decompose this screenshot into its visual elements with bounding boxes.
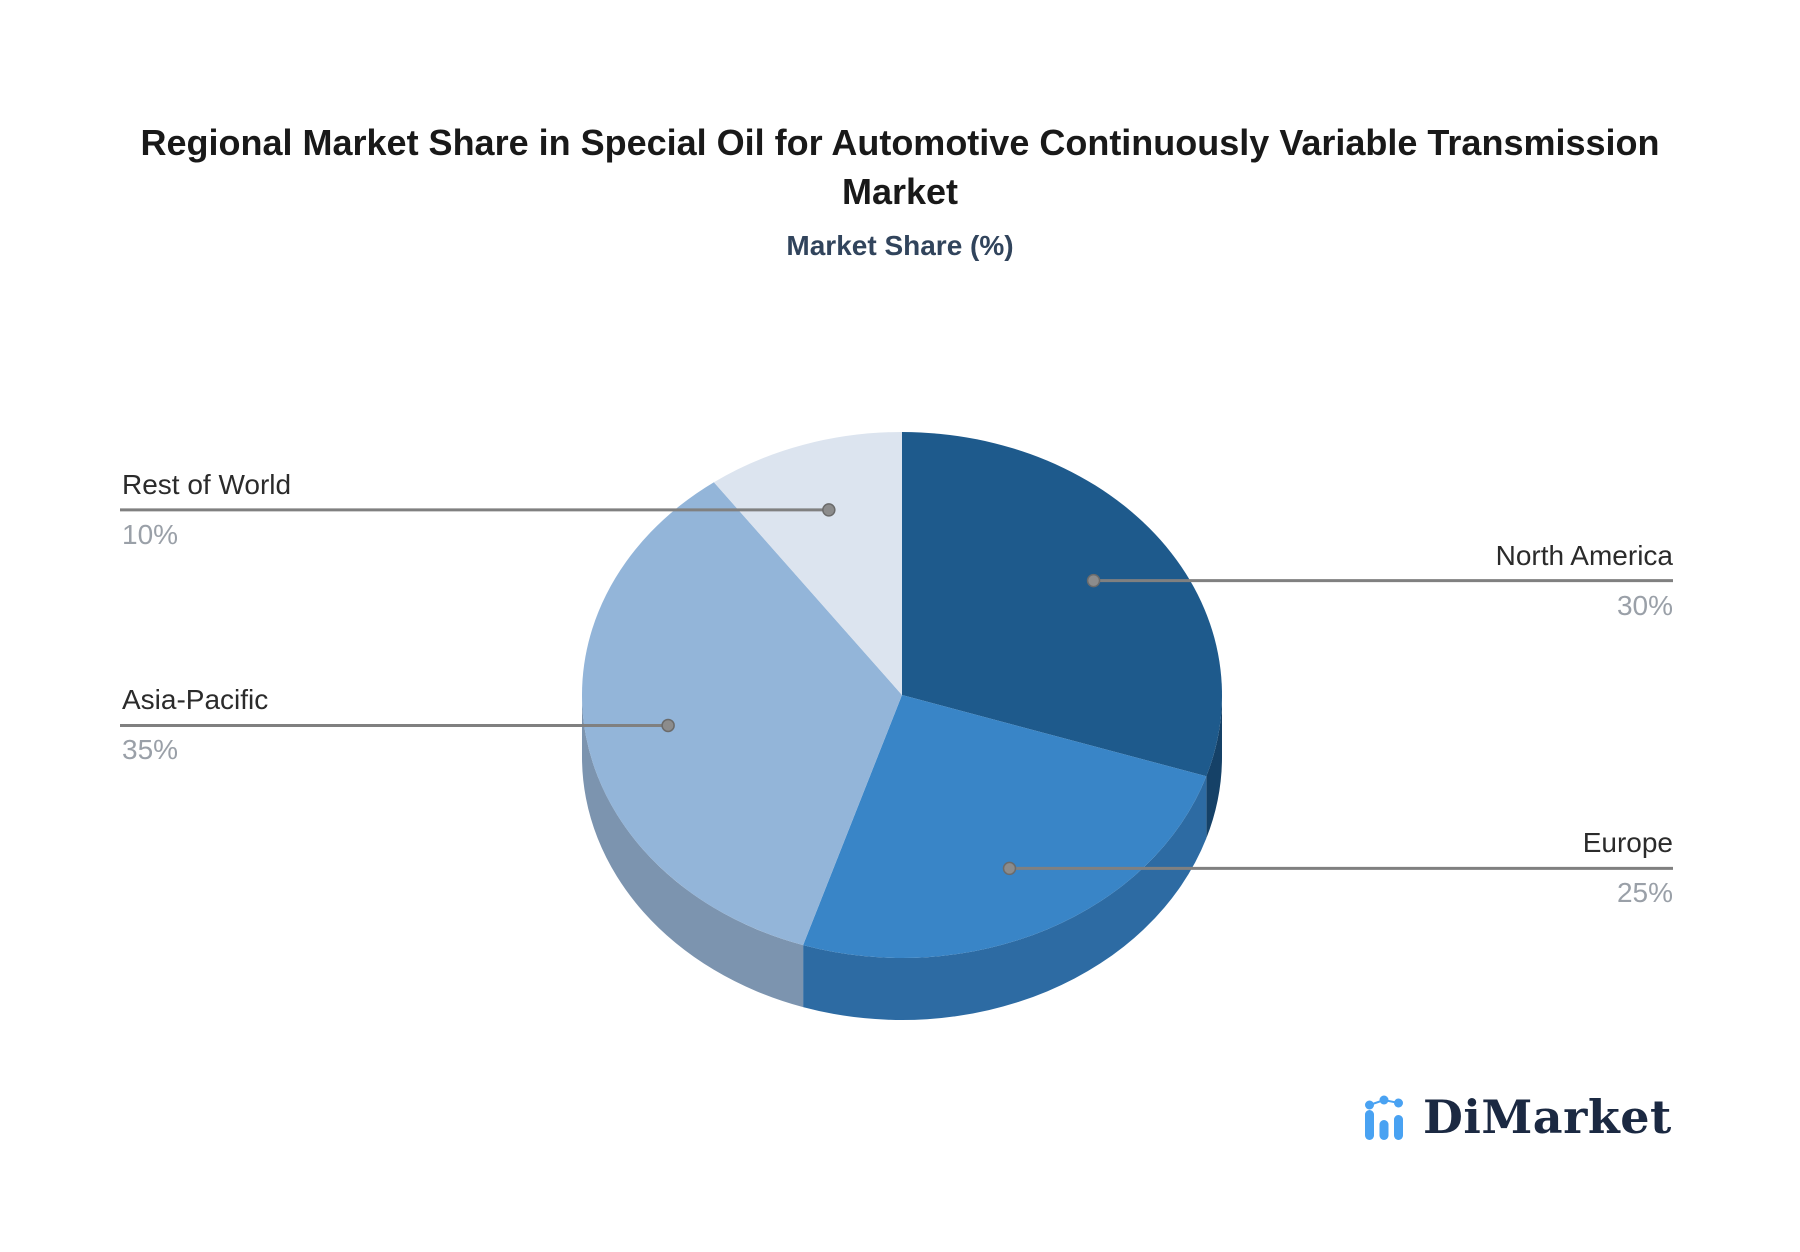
- slice-label-name: Europe: [1582, 827, 1673, 859]
- bar-chart-with-dots-icon: [1365, 1095, 1403, 1140]
- slice-label-percent: 25%: [1616, 877, 1673, 909]
- label-rest-of-world: Rest of World 10%: [122, 468, 291, 552]
- label-europe: Europe 25%: [1583, 826, 1673, 910]
- label-north-america: North America 30%: [1496, 539, 1673, 623]
- slice-label-name: Rest of World: [122, 468, 292, 500]
- chart-title-line-1: Regional Market Share in Special Oil for…: [140, 122, 1660, 163]
- dimarket-logo: DiMarket: [1363, 1094, 1672, 1140]
- chart-title-line-2: Market: [841, 171, 959, 212]
- chart-subtitle: Market Share (%): [786, 230, 1014, 261]
- slice-label-percent: 35%: [122, 734, 179, 766]
- chart-header: Regional Market Share in Special Oil for…: [0, 118, 1800, 262]
- logo-text: DiMarket: [1423, 1090, 1672, 1144]
- slice-label-percent: 30%: [1616, 589, 1673, 621]
- slice-label-percent: 10%: [122, 518, 179, 550]
- label-asia-pacific: Asia-Pacific 35%: [122, 683, 268, 767]
- slice-label-name: North America: [1495, 539, 1673, 571]
- slice-label-name: Asia-Pacific: [122, 684, 269, 716]
